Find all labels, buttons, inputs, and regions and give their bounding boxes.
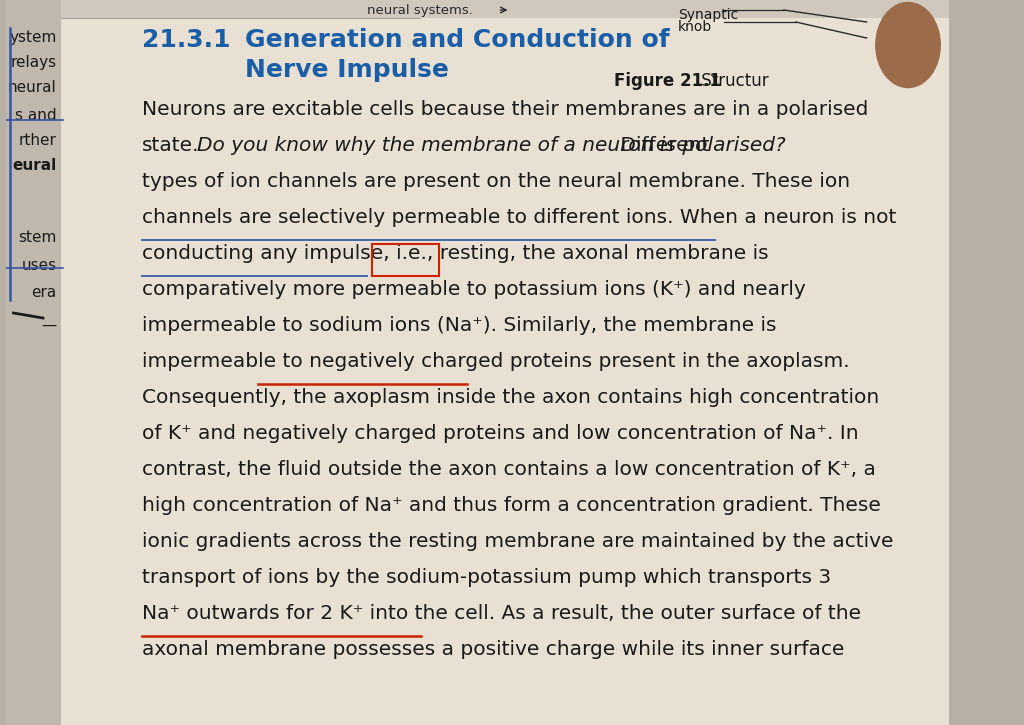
Text: impermeable to negatively charged proteins present in the axoplasm.: impermeable to negatively charged protei…: [142, 352, 850, 371]
Text: —: —: [42, 318, 56, 333]
Text: comparatively more permeable to potassium ions (K⁺) and nearly: comparatively more permeable to potassiu…: [142, 280, 806, 299]
FancyBboxPatch shape: [61, 0, 948, 725]
Text: Na⁺ outwards for 2 K⁺ into the cell. As a result, the outer surface of the: Na⁺ outwards for 2 K⁺ into the cell. As …: [142, 604, 861, 623]
Text: ionic gradients across the resting membrane are maintained by the active: ionic gradients across the resting membr…: [142, 532, 894, 551]
Text: types of ion channels are present on the neural membrane. These ion: types of ion channels are present on the…: [142, 172, 851, 191]
Text: s and: s and: [15, 108, 56, 123]
Text: era: era: [32, 285, 56, 300]
Text: impermeable to sodium ions (Na⁺). Similarly, the membrane is: impermeable to sodium ions (Na⁺). Simila…: [142, 316, 777, 335]
Text: Synaptic: Synaptic: [678, 8, 738, 22]
Text: neural systems.: neural systems.: [368, 4, 473, 17]
Text: state.: state.: [142, 136, 200, 155]
Text: transport of ions by the sodium-potassium pump which transports 3: transport of ions by the sodium-potassiu…: [142, 568, 831, 587]
Text: Structur: Structur: [696, 72, 769, 90]
Text: Figure 21.1: Figure 21.1: [613, 72, 721, 90]
Text: Do you know why the membrane of a neuron is polarised?: Do you know why the membrane of a neuron…: [197, 136, 785, 155]
Text: stem: stem: [18, 230, 56, 245]
Text: uses: uses: [22, 258, 56, 273]
Text: channels are selectively permeable to different ions. When a neuron is not: channels are selectively permeable to di…: [142, 208, 897, 227]
Text: knob: knob: [678, 20, 713, 34]
Text: conducting any impulse, i.e., resting, the axonal membrane is: conducting any impulse, i.e., resting, t…: [142, 244, 769, 263]
Text: high concentration of Na⁺ and thus form a concentration gradient. These: high concentration of Na⁺ and thus form …: [142, 496, 882, 515]
Text: eural: eural: [12, 158, 56, 173]
Text: Neurons are excitable cells because their membranes are in a polarised: Neurons are excitable cells because thei…: [142, 100, 868, 119]
Text: 21.3.1: 21.3.1: [142, 28, 230, 52]
Text: Generation and Conduction of: Generation and Conduction of: [246, 28, 670, 52]
Text: neural: neural: [8, 80, 56, 95]
Text: Nerve Impulse: Nerve Impulse: [246, 58, 450, 82]
Text: contrast, the fluid outside the axon contains a low concentration of K⁺, a: contrast, the fluid outside the axon con…: [142, 460, 877, 479]
Text: of K⁺ and negatively charged proteins and low concentration of Na⁺. In: of K⁺ and negatively charged proteins an…: [142, 424, 859, 443]
Text: ystem: ystem: [9, 30, 56, 45]
FancyBboxPatch shape: [6, 0, 61, 725]
Text: rther: rther: [18, 133, 56, 148]
FancyBboxPatch shape: [61, 0, 948, 18]
Text: relays: relays: [10, 55, 56, 70]
Text: axonal membrane possesses a positive charge while its inner surface: axonal membrane possesses a positive cha…: [142, 640, 845, 659]
Text: Different: Different: [614, 136, 710, 155]
Text: Consequently, the axoplasm inside the axon contains high concentration: Consequently, the axoplasm inside the ax…: [142, 388, 880, 407]
Ellipse shape: [876, 2, 940, 88]
